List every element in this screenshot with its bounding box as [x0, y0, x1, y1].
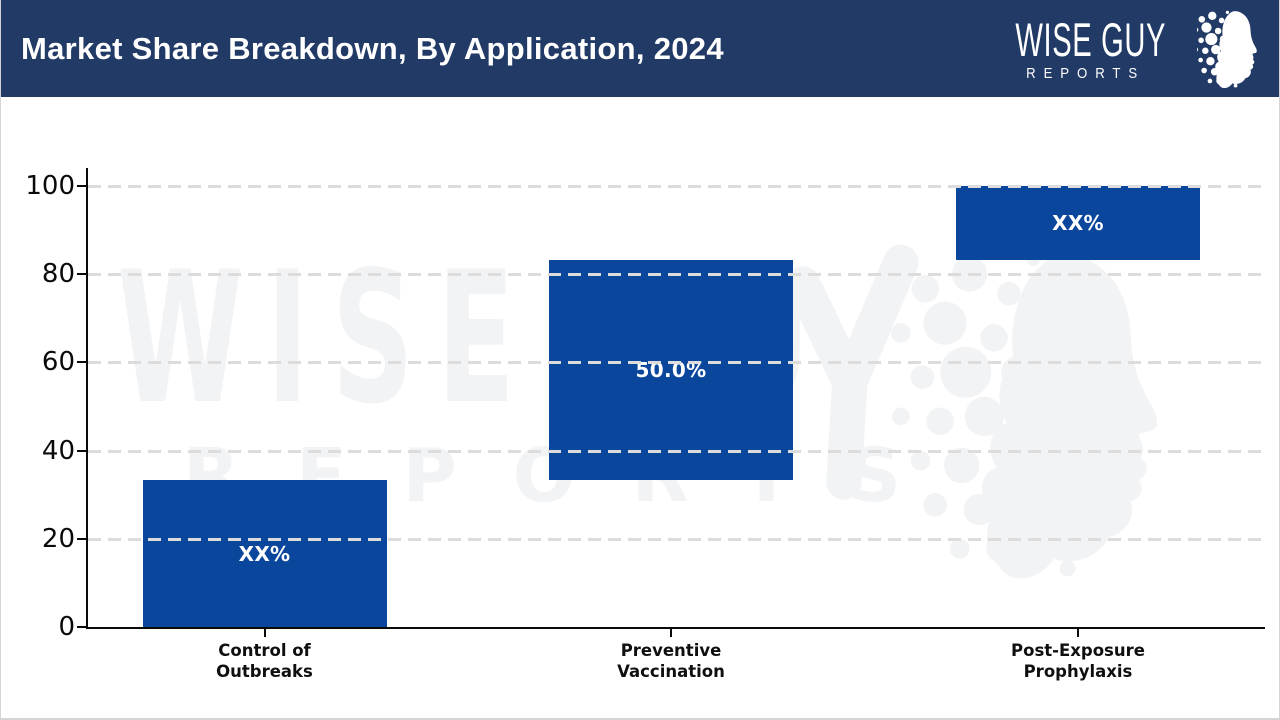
gridline-y80 — [88, 273, 1265, 277]
x-axis-category-label: Preventive Vaccination — [617, 641, 725, 681]
x-axis-category-label: Post-Exposure Prophylaxis — [1011, 641, 1145, 681]
y-axis-tick-label: 20 — [41, 523, 75, 554]
gridline-y40 — [88, 449, 1265, 453]
bar-value-label: XX% — [238, 541, 291, 566]
x-axis-tick-mark — [1077, 629, 1079, 637]
page-title: Market Share Breakdown, By Application, … — [21, 30, 724, 66]
y-axis-tick-label: 0 — [58, 612, 75, 642]
y-axis-tick-label: 100 — [25, 171, 75, 201]
header-bar: Market Share Breakdown, By Application, … — [1, 0, 1279, 97]
y-axis-tick-mark — [77, 361, 86, 364]
logo-face-icon — [1197, 10, 1257, 88]
gridline-y100 — [88, 185, 1265, 188]
bar-value-label: XX% — [1052, 210, 1104, 235]
y-axis-tick-mark — [77, 626, 86, 628]
logo-primary-text: WISE GUY — [1015, 13, 1167, 66]
bar-1: XX% — [142, 480, 387, 627]
bar-2: 50.0% — [549, 259, 793, 481]
y-axis-tick-mark — [77, 449, 86, 452]
x-axis-tick-mark — [263, 629, 266, 637]
gridline-y60 — [88, 361, 1265, 365]
y-axis-line — [86, 168, 88, 629]
y-axis-tick-mark — [77, 537, 86, 540]
x-axis-line — [86, 627, 1265, 629]
gridline-y20 — [88, 537, 1265, 541]
y-axis-tick-mark — [77, 185, 86, 187]
watermark-face-icon — [773, 225, 1158, 579]
y-axis-tick-mark — [77, 273, 86, 276]
x-axis-tick-mark — [670, 629, 672, 637]
logo-secondary-text: REPORTS — [1026, 65, 1146, 82]
bar-3: XX% — [956, 186, 1200, 260]
y-axis-tick-label: 60 — [41, 347, 75, 378]
x-axis-category-label: Control of Outbreaks — [216, 641, 313, 681]
y-axis-tick-label: 80 — [41, 259, 75, 290]
y-axis-tick-label: 40 — [41, 435, 75, 466]
chart-area: WISE GU REPORTS 020406080100XX%50.0%XX%C… — [1, 97, 1279, 718]
wise-guy-reports-logo: WISE GUY REPORTS — [960, 10, 1259, 88]
